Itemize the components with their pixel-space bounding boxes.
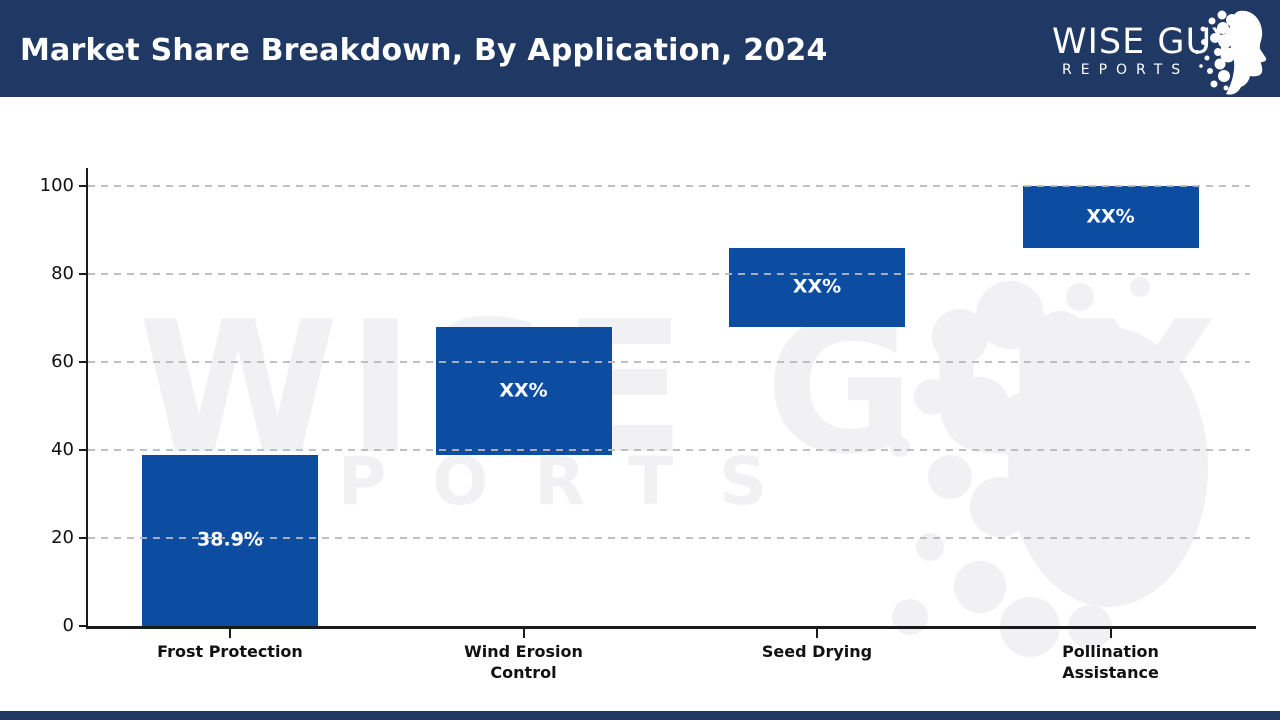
wiseguy-reports-logo: WISE GUY REPORTS: [1012, 6, 1272, 95]
x-category-label-wind-erosion-control: Wind Erosion Control: [409, 641, 639, 683]
page-title: Market Share Breakdown, By Application, …: [20, 33, 828, 68]
y-axis-line: [86, 168, 88, 629]
bar-frost-protection: [142, 454, 318, 626]
y-tick-label-100: 100: [39, 175, 74, 196]
gridline-100: [88, 185, 1250, 187]
bars-layer: [0, 97, 1280, 711]
x-tick-pollination-assistance: [1109, 629, 1112, 638]
y-tick-label-0: 0: [62, 615, 74, 636]
labels-layer: 38.9% XX% XX% XX%: [0, 97, 1280, 711]
x-category-label-line: Seed Drying: [761, 642, 873, 661]
x-tick-frost-protection: [229, 629, 231, 638]
y-tick-label-80: 80: [51, 263, 74, 284]
bar-value-label-seed-drying: XX%: [792, 275, 842, 298]
waterfall-chart: WISE GUY REPORTS 38.9% XX% XX% XX% 0 20 40 60 8…: [0, 97, 1280, 711]
grid-layer: [0, 97, 1280, 711]
x-category-label-pollination-assistance: Pollination Assistance: [996, 641, 1226, 683]
axes-layer: 0 20 40 60 80 100 Frost Protection Wind Erosion…: [0, 97, 1280, 711]
x-axis-line: [86, 626, 1256, 629]
y-tick-20: [79, 537, 86, 539]
x-tick-seed-drying: [816, 629, 818, 638]
logo-subtext: REPORTS: [1062, 62, 1190, 78]
footer-bar: [0, 711, 1280, 720]
header-bar: Market Share Breakdown, By Application, …: [0, 0, 1280, 97]
bar-pollination-assistance: [1022, 186, 1199, 248]
x-category-label-frost-protection: Frost Protection: [115, 641, 345, 662]
y-tick-40: [79, 449, 86, 451]
wiseguy-face-icon: [1195, 10, 1267, 95]
x-category-label-line: Frost Protection: [157, 642, 303, 661]
bar-wind-erosion-control: [435, 326, 612, 455]
y-tick-100: [79, 185, 86, 187]
y-tick-0: [79, 625, 86, 627]
x-category-label-line: Pollination: [1062, 642, 1159, 661]
y-tick-label-40: 40: [51, 439, 74, 460]
y-tick-label-20: 20: [51, 527, 74, 548]
gridline-60: [88, 361, 1250, 363]
gridline-80: [88, 273, 1250, 275]
x-tick-wind-erosion-control: [522, 629, 525, 638]
x-category-label-line: Wind Erosion: [464, 642, 583, 661]
x-category-label-line: Assistance: [1062, 663, 1159, 682]
bar-value-label-wind-erosion-control: XX%: [499, 379, 548, 402]
gridline-40: [88, 449, 1250, 451]
gridline-20: [88, 537, 1250, 539]
y-tick-label-60: 60: [51, 351, 74, 372]
y-tick-80: [79, 273, 86, 275]
bar-value-label-frost-protection: 38.9%: [197, 528, 263, 551]
x-category-label-line: Control: [490, 663, 557, 682]
y-tick-60: [79, 361, 86, 363]
bar-seed-drying: [729, 247, 905, 327]
x-category-label-seed-drying: Seed Drying: [702, 641, 932, 662]
bar-value-label-pollination-assistance: XX%: [1086, 205, 1135, 228]
